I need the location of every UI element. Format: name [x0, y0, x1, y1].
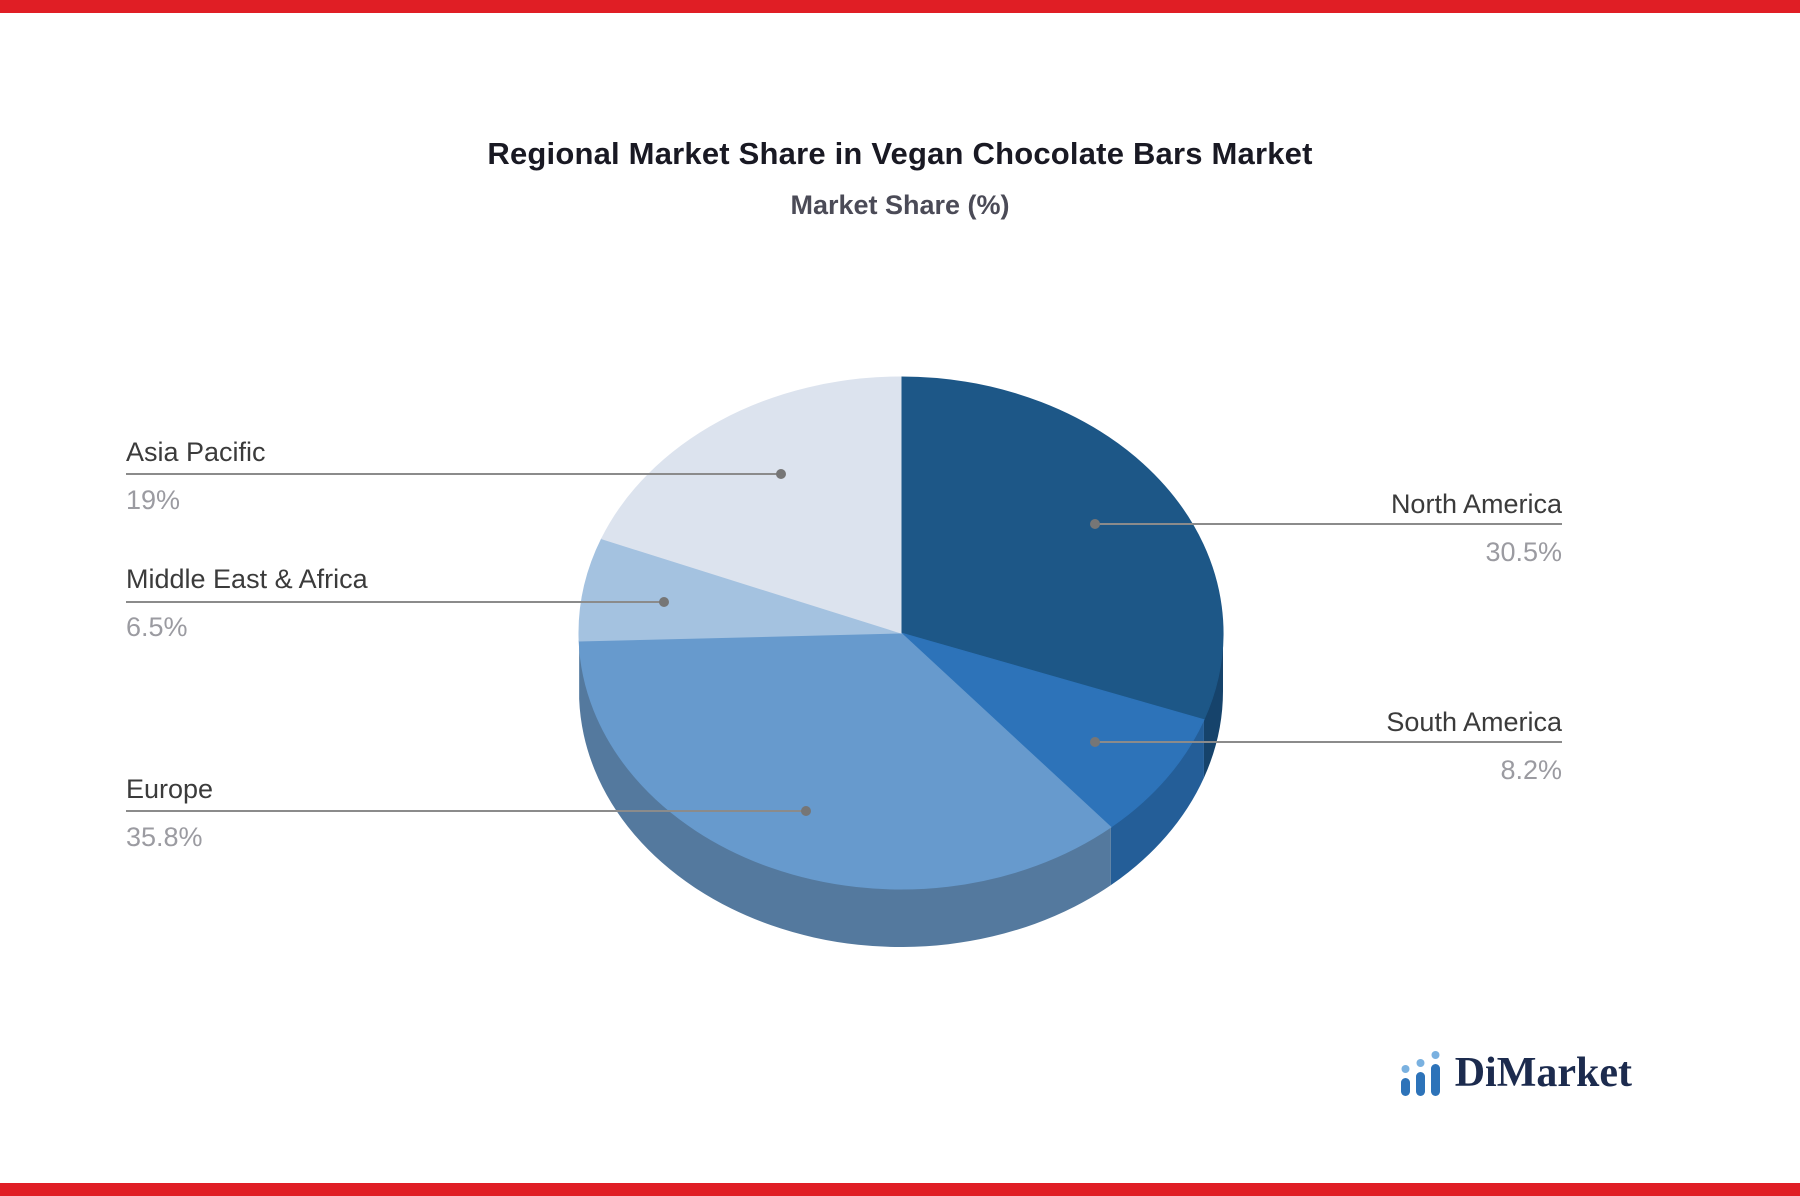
chart-subtitle: Market Share (%): [790, 190, 1010, 220]
slice-label-south-america: South America 8.2%: [1386, 706, 1562, 787]
chart-title: Regional Market Share in Vegan Chocolate…: [487, 136, 1313, 171]
slice-name: Asia Pacific: [126, 437, 266, 467]
slice-label-asia-pacific: Asia Pacific 19%: [126, 436, 266, 517]
logo-dot: [1431, 1051, 1440, 1059]
logo-text: DiMarket: [1454, 1050, 1632, 1096]
bar-chart-logo-icon: [1400, 1051, 1440, 1096]
pie-slice-middle-east-africa[interactable]: [578, 538, 902, 642]
slice-value: 19%: [126, 485, 181, 515]
slice-name: South America: [1386, 707, 1562, 737]
callout-dot: [776, 469, 786, 479]
callout-dot: [801, 806, 811, 816]
slice-label-europe: Europe 35.8%: [126, 773, 213, 854]
callout-dot: [1090, 737, 1100, 747]
logo-dot: [1416, 1059, 1425, 1067]
slice-label-middle-east-africa: Middle East & Africa 6.5%: [126, 563, 368, 644]
pie-slice-europe[interactable]: [578, 632, 1112, 890]
slice-value: 6.5%: [126, 612, 188, 642]
logo-bar: [1400, 1078, 1410, 1096]
pie-slice-side: [579, 641, 1111, 947]
slice-name: North America: [1390, 489, 1562, 519]
top-border-bar: [0, 0, 1800, 13]
pie-slice-north-america[interactable]: [900, 376, 1224, 721]
slice-value: 35.8%: [126, 822, 203, 852]
pie-slice-side: [1110, 719, 1204, 886]
slice-name: Europe: [126, 774, 214, 804]
slice-value: 8.2%: [1500, 755, 1562, 785]
callout-dot: [659, 597, 669, 607]
slice-name: Middle East & Africa: [126, 564, 368, 594]
pie-slice-asia-pacific[interactable]: [600, 376, 902, 634]
callout-dot: [1090, 519, 1100, 529]
bottom-border-bar: [0, 1183, 1800, 1196]
slice-label-north-america: North America 30.5%: [1391, 488, 1562, 569]
logo-bar: [1415, 1072, 1425, 1096]
logo-bar: [1430, 1064, 1440, 1096]
pie-slice-south-america[interactable]: [900, 632, 1205, 828]
logo-dot: [1401, 1065, 1410, 1073]
dimarket-logo: DiMarket: [1399, 1042, 1632, 1098]
slice-value: 30.5%: [1485, 537, 1562, 567]
